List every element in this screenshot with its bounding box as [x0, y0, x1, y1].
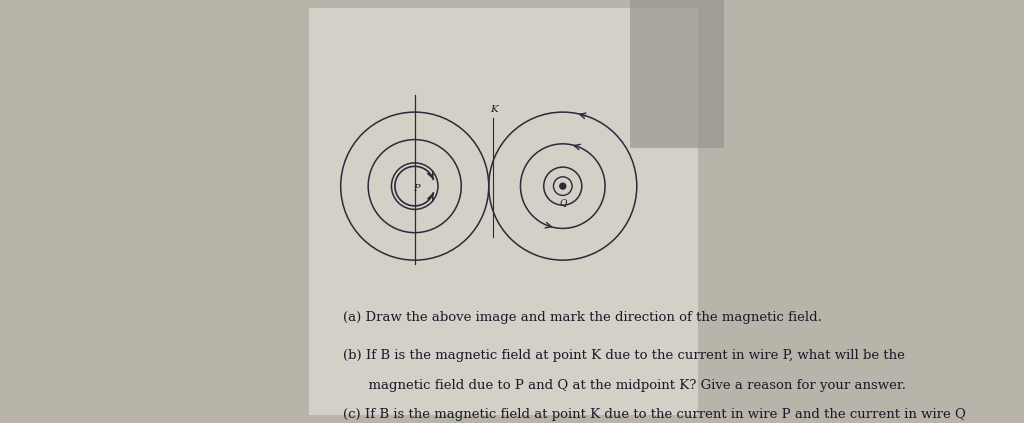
- Text: K: K: [490, 105, 498, 114]
- Text: Q: Q: [559, 198, 566, 207]
- FancyBboxPatch shape: [309, 8, 698, 415]
- Text: magnetic field due to P and Q at the midpoint K? Give a reason for your answer.: magnetic field due to P and Q at the mid…: [343, 379, 906, 392]
- Text: P: P: [414, 184, 420, 193]
- Text: (a) Draw the above image and mark the direction of the magnetic field.: (a) Draw the above image and mark the di…: [343, 311, 821, 324]
- Text: (b) If B is the magnetic field at point K due to the current in wire P, what wil: (b) If B is the magnetic field at point …: [343, 349, 904, 362]
- Circle shape: [560, 183, 565, 189]
- FancyBboxPatch shape: [631, 0, 724, 148]
- Text: (c) If B is the magnetic field at point K due to the current in wire P and the c: (c) If B is the magnetic field at point …: [343, 408, 966, 421]
